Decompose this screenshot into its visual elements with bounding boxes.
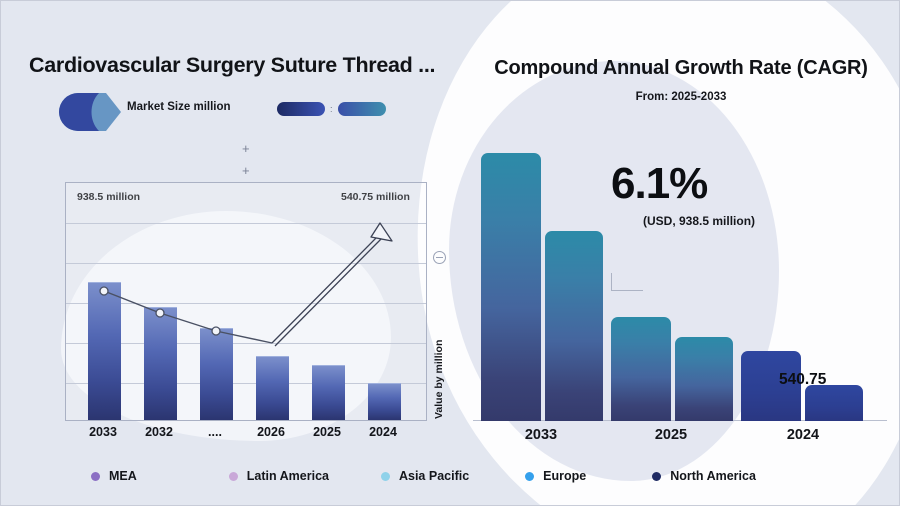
x-label-2025: 2025: [313, 425, 341, 439]
plus-icon-2: +: [242, 163, 250, 178]
bar-2024-upper: [741, 351, 801, 421]
hexagon-logo-icon: [59, 93, 125, 131]
gridline: [66, 223, 426, 224]
gridline: [66, 343, 426, 344]
left-bar-group: [66, 183, 426, 420]
legend-label: MEA: [109, 469, 137, 483]
value-label-left: 938.5 million: [77, 191, 141, 203]
x-label-2033: 2033: [524, 427, 558, 443]
legend-label: Europe: [543, 469, 587, 483]
gridline: [66, 263, 426, 264]
chart-legend: MEA Latin America Asia Pacific Europe No…: [1, 469, 899, 483]
page-title: Cardiovascular Surgery Suture Thread ...: [29, 53, 436, 77]
bar-2032: [144, 307, 177, 420]
legend-dot-icon: [228, 471, 238, 481]
gradient-pill-secondary: [337, 102, 386, 116]
bar-ellipsis: [200, 328, 233, 420]
bar-2033-upper: [481, 153, 541, 421]
legend-item-asia-pacific[interactable]: Asia Pacific: [380, 469, 470, 483]
bar-2026: [256, 356, 289, 420]
bar-2025-lower: [675, 337, 733, 421]
x-label-2024: 2024: [369, 425, 397, 439]
value-label-right: 540.75 million: [341, 191, 410, 203]
cagr-value: 6.1%: [611, 159, 708, 208]
cagr-title: Compound Annual Growth Rate (CAGR): [494, 57, 868, 79]
gridline: [66, 303, 426, 304]
bar-2024-lower: [805, 385, 863, 421]
x-label-2032: 2032: [145, 425, 173, 439]
bar-2033-lower: [545, 231, 603, 421]
corner-bracket-icon: [611, 273, 643, 291]
x-label-2025: 2025: [654, 427, 688, 443]
bar-2024: [368, 383, 401, 420]
bar-2025-upper: [611, 317, 671, 421]
x-label-2033: 2033: [89, 425, 117, 439]
x-label-ellipsis: ....: [208, 425, 222, 439]
left-chart-overlay: [99, 222, 393, 347]
legend-dot-icon: [525, 471, 535, 481]
x-label-2026: 2026: [257, 425, 285, 439]
left-x-axis-labels: 2033 2032 .... 2026 2025 2024: [65, 425, 427, 447]
legend-dot-icon: [380, 471, 390, 481]
legend-dot-icon: [652, 471, 662, 481]
right-bar-group: [461, 1, 899, 421]
cagr-note: (USD, 938.5 million): [643, 214, 756, 228]
gradient-pill-group: :: [277, 102, 386, 116]
gradient-pill-primary: [277, 102, 325, 116]
plus-icon-1: +: [242, 141, 250, 156]
legend-item-europe[interactable]: Europe: [525, 469, 586, 483]
minus-circle-icon: [433, 251, 446, 264]
bar-2025: [312, 365, 345, 420]
legend-item-mea[interactable]: MEA: [91, 469, 137, 483]
series-label: Market Size million: [127, 101, 231, 113]
x-label-2024: 2024: [786, 427, 820, 443]
left-chart-plot: [65, 182, 427, 421]
gridline: [66, 383, 426, 384]
right-panel: Compound Annual Growth Rate (CAGR) From:…: [461, 1, 899, 505]
legend-header-row: Market Size million :: [59, 91, 439, 133]
data-label-540: 540.75: [779, 371, 827, 388]
legend-dot-icon: [91, 471, 100, 481]
legend-item-latin-america[interactable]: Latin America: [228, 469, 329, 483]
legend-label: North America: [670, 469, 756, 483]
cagr-subtitle: From: 2025-2033: [635, 91, 727, 103]
legend-label: Latin America: [246, 469, 329, 483]
y-axis-right-label: Value by million: [433, 339, 445, 419]
left-panel: Cardiovascular Surgery Suture Thread ...…: [1, 1, 461, 505]
bar-2033: [88, 282, 121, 420]
legend-label: Asia Pacific: [398, 469, 470, 483]
growth-arrow-icon: [271, 222, 393, 347]
legend-item-north-america[interactable]: North America: [652, 469, 756, 483]
pill-separator: :: [330, 104, 333, 114]
